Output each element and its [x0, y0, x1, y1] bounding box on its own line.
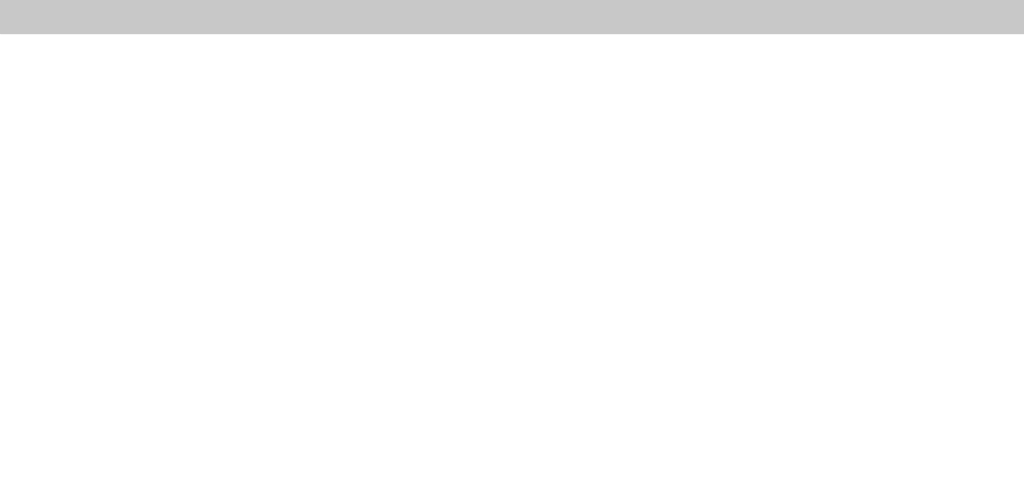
Text: of m such that  $\mathregular{B}^{m}$ = I  (B $\neq$ I)  (m $\in$ N)  is K then : of m such that $\mathregular{B}^{m}$ = I… [95, 192, 818, 217]
Text: Let A and B are two non-singular matrices such that  $\mathregular{A}^{6}$ = I  : Let A and B are two non-singular matrice… [130, 140, 1024, 169]
Text: K: K [722, 176, 737, 195]
Bar [95, 254, 665, 354]
Text: 5.: 5. [48, 145, 70, 164]
Polygon shape [647, 336, 665, 354]
Text: 9: 9 [723, 215, 736, 234]
